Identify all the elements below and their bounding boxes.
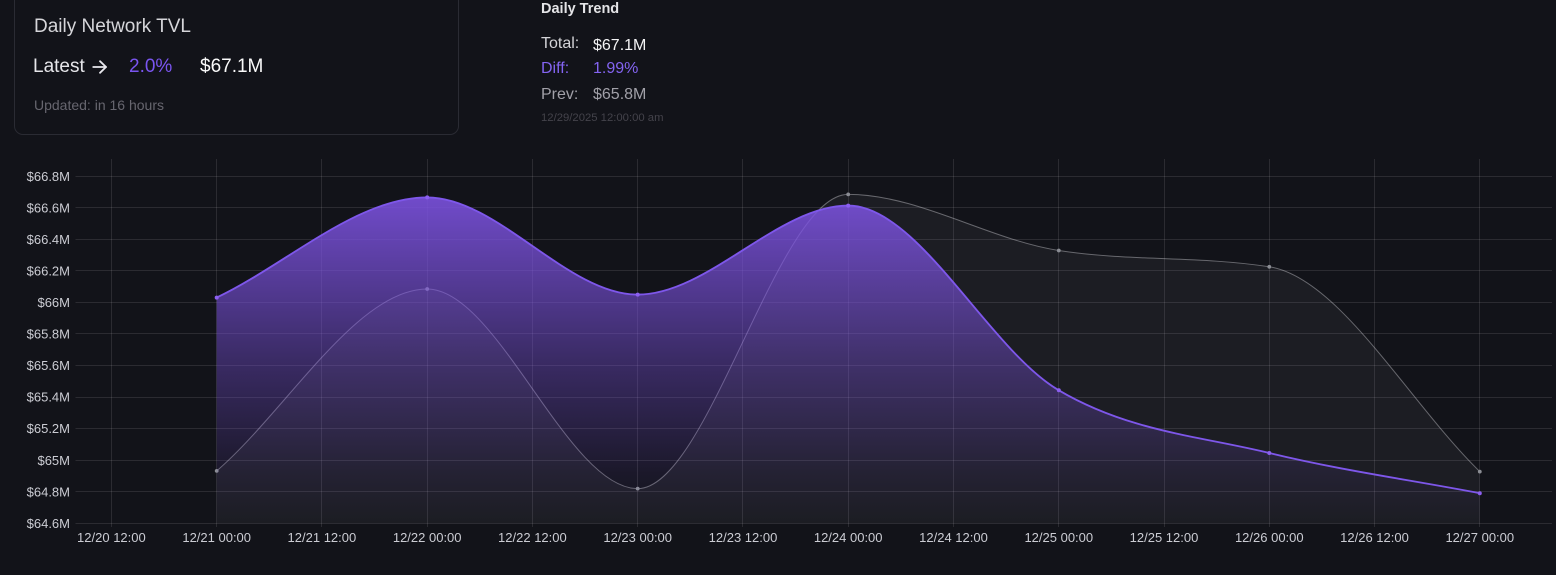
svg-text:$64.6M: $64.6M bbox=[27, 516, 70, 531]
svg-text:12/26 12:00: 12/26 12:00 bbox=[1340, 530, 1409, 545]
svg-text:$65M: $65M bbox=[37, 453, 70, 468]
svg-text:$66.2M: $66.2M bbox=[27, 264, 70, 279]
svg-text:$65.4M: $65.4M bbox=[27, 390, 70, 405]
svg-text:12/27 00:00: 12/27 00:00 bbox=[1445, 530, 1514, 545]
svg-text:$66.4M: $66.4M bbox=[27, 232, 70, 247]
svg-text:$65.2M: $65.2M bbox=[27, 421, 70, 436]
svg-text:12/22 12:00: 12/22 12:00 bbox=[498, 530, 567, 545]
svg-text:$66M: $66M bbox=[37, 295, 70, 310]
svg-text:12/23 00:00: 12/23 00:00 bbox=[603, 530, 672, 545]
svg-text:$65.6M: $65.6M bbox=[27, 358, 70, 373]
svg-text:$65.8M: $65.8M bbox=[27, 327, 70, 342]
svg-text:12/25 00:00: 12/25 00:00 bbox=[1024, 530, 1093, 545]
svg-text:12/24 12:00: 12/24 12:00 bbox=[919, 530, 988, 545]
svg-text:12/26 00:00: 12/26 00:00 bbox=[1235, 530, 1304, 545]
svg-text:12/23 12:00: 12/23 12:00 bbox=[709, 530, 778, 545]
svg-text:$66.8M: $66.8M bbox=[27, 169, 70, 184]
svg-text:$64.8M: $64.8M bbox=[27, 484, 70, 499]
svg-text:$66.6M: $66.6M bbox=[27, 200, 70, 215]
svg-text:12/24 00:00: 12/24 00:00 bbox=[814, 530, 883, 545]
svg-text:12/25 12:00: 12/25 12:00 bbox=[1130, 530, 1199, 545]
svg-text:12/20 12:00: 12/20 12:00 bbox=[77, 530, 146, 545]
svg-text:12/22 00:00: 12/22 00:00 bbox=[393, 530, 462, 545]
svg-text:12/21 00:00: 12/21 00:00 bbox=[182, 530, 251, 545]
svg-text:12/21 12:00: 12/21 12:00 bbox=[288, 530, 357, 545]
